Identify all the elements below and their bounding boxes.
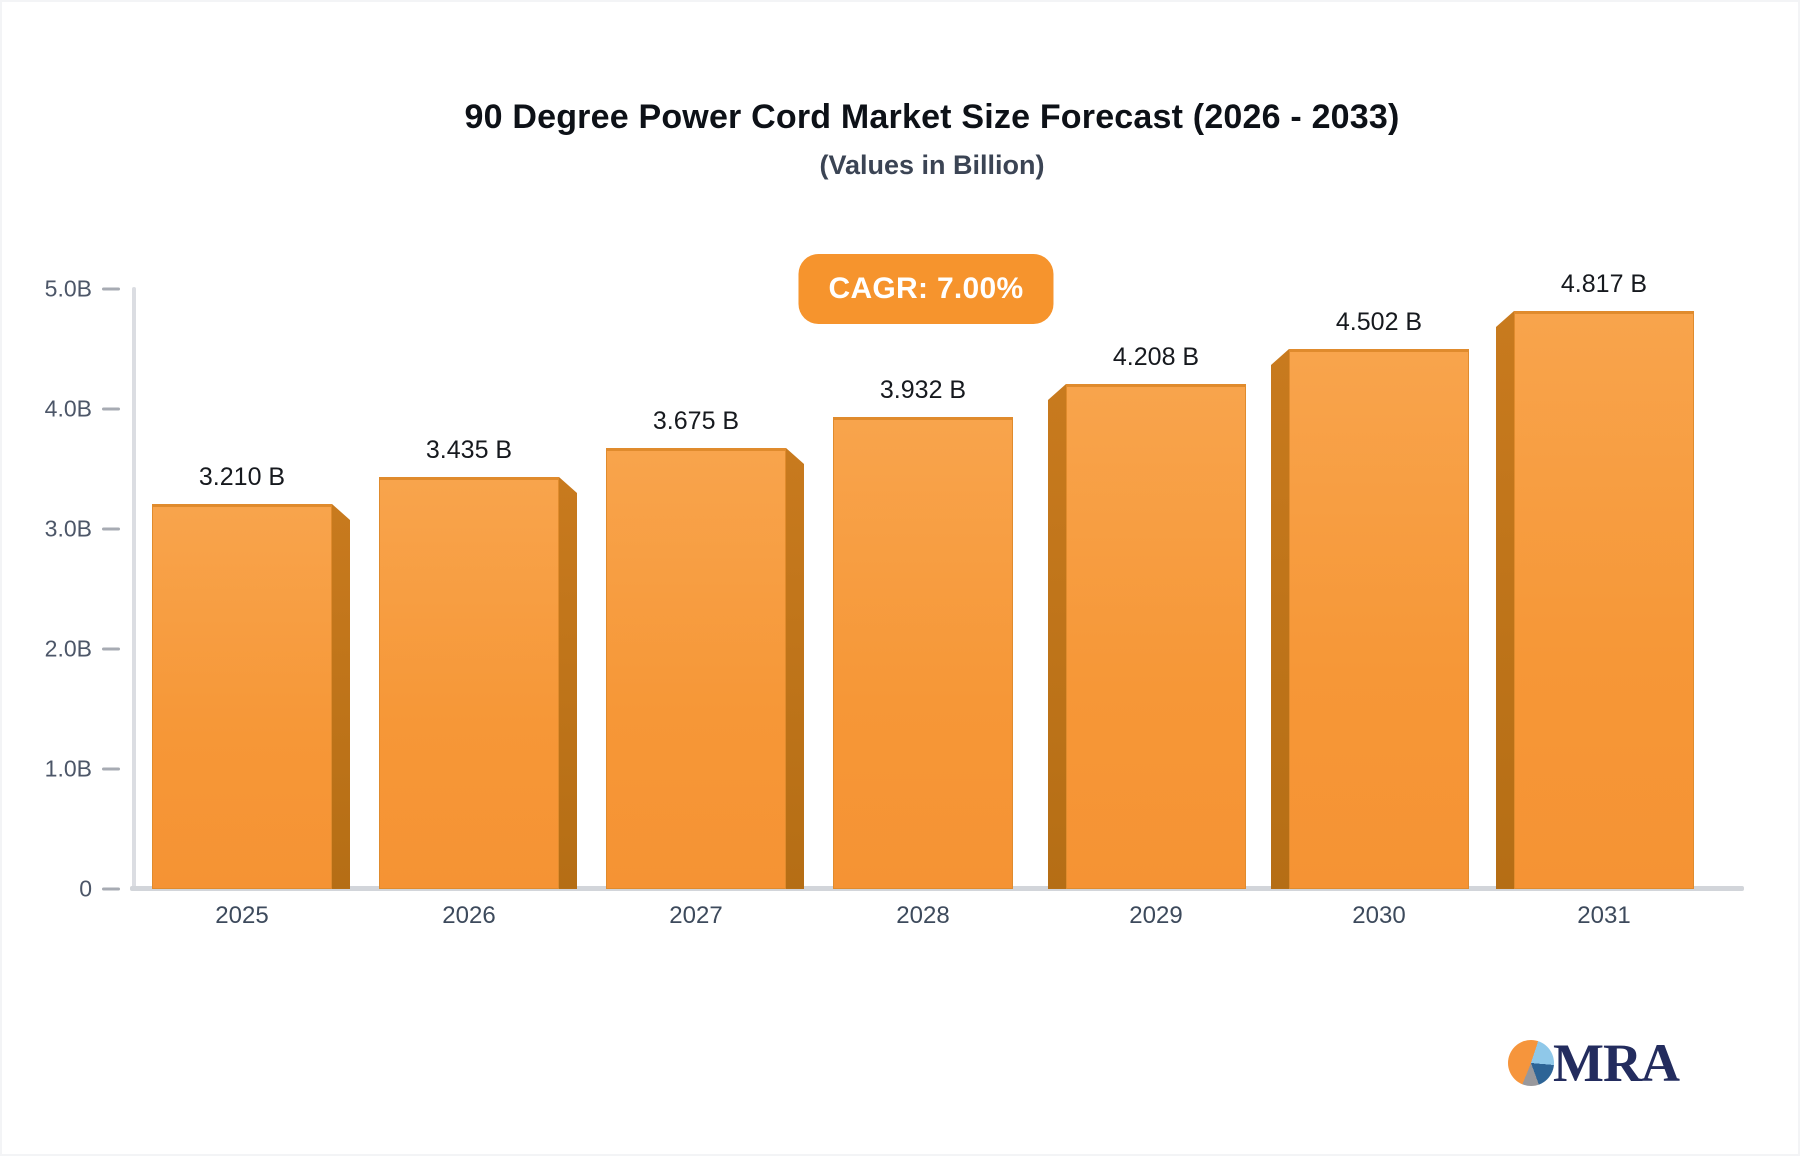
x-axis-label: 2028 [896,902,950,929]
bar-side-face [1048,384,1066,889]
bar-2026 [379,477,577,889]
x-axis-label: 2031 [1577,902,1631,929]
x-axis-label: 2027 [669,902,723,929]
bar-face [379,477,559,889]
bar-value-label: 3.675 B [652,407,740,435]
y-tick-dash [102,407,120,411]
y-tick-dash [102,647,120,651]
brand-logo: MRA [1508,1033,1680,1093]
bar-face [606,448,786,889]
logo-text: MRA [1553,1033,1680,1093]
bar-2031 [1496,311,1694,889]
x-axis-label: 2029 [1129,902,1183,929]
bar-side-face [559,477,577,889]
y-tick-label: 2.0B [44,635,92,662]
y-tick-dash [102,887,120,891]
x-axis-label: 2030 [1352,902,1406,929]
bar-face [1289,349,1469,889]
y-tick-dash [102,287,120,291]
y-tick-label: 0 [79,875,92,902]
y-tick-label: 1.0B [44,755,92,782]
bar-2030 [1271,349,1469,889]
bar-face [1514,311,1694,889]
bar-2029 [1048,384,1246,889]
y-tick-label: 4.0B [44,395,92,422]
chart-subtitle: (Values in Billion) [819,150,1045,180]
bar-face [152,504,332,889]
bar-value-label: 3.435 B [425,436,513,464]
x-axis-label: 2025 [215,902,269,929]
y-tick-label: 3.0B [44,515,92,542]
bar-value-label: 3.210 B [198,463,286,491]
bar-side-face [1496,311,1514,889]
bar-side-face [786,448,804,889]
bar-2027 [606,448,804,889]
bar-2028 [833,417,1013,889]
logo-pie-icon [1508,1040,1554,1086]
bar-value-label: 4.208 B [1112,343,1200,371]
bar-value-label: 4.817 B [1560,270,1648,298]
bar-side-face [1271,349,1289,889]
bar-value-label: 3.932 B [879,376,967,404]
bar-side-face [332,504,350,889]
chart-title: 90 Degree Power Cord Market Size Forecas… [464,98,1400,136]
bar-face [1066,384,1246,889]
bar-face [833,417,1013,889]
y-tick-label: 5.0B [44,275,92,302]
x-axis-label: 2026 [442,902,496,929]
cagr-badge: CAGR: 7.00% [798,254,1054,324]
y-tick-dash [102,527,120,531]
bar-value-label: 4.502 B [1335,308,1423,336]
bar-2025 [152,504,350,889]
y-tick-dash [102,767,120,771]
y-axis-line [132,287,136,889]
